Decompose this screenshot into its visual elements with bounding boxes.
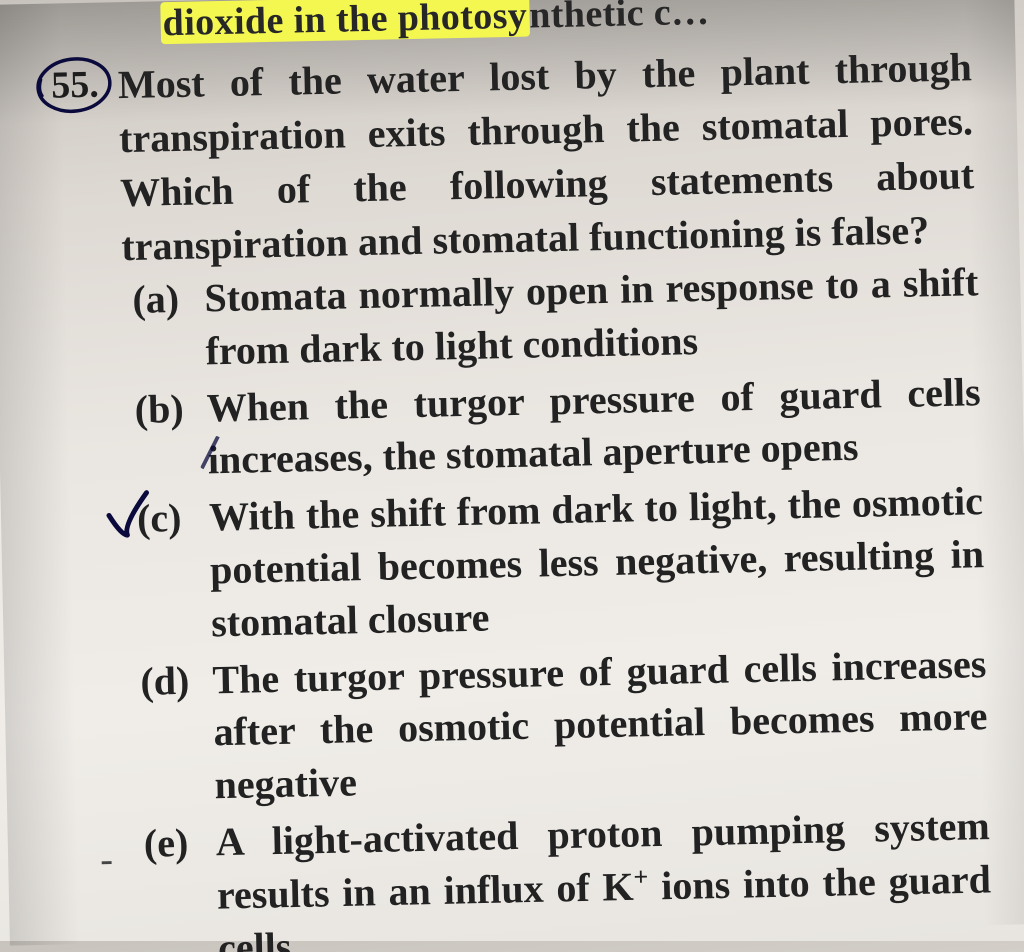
- option-e-label: (e): [143, 816, 210, 870]
- question-number-circle-icon: [33, 54, 116, 118]
- option-d: (d) The turgor pressure of guard cells i…: [140, 638, 989, 814]
- prev-line-trail: nthetic c…: [529, 0, 710, 37]
- option-c: (c) With the shift from dark to light, t…: [137, 475, 986, 651]
- page: dioxide in the photosynthetic c… 55. Mos…: [0, 0, 1024, 952]
- option-b-text-pre: When the turgor pressure of guard cells: [206, 369, 981, 430]
- question-block: 55. Most of the water lost by the plant …: [31, 40, 979, 276]
- option-b-struck-word: in: [207, 437, 241, 483]
- option-b-label: (b): [134, 382, 201, 436]
- option-a-text: Stomata normally open in response to a s…: [204, 259, 979, 373]
- option-c-label: (c): [137, 492, 204, 546]
- option-a: (a) Stomata normally open in response to…: [132, 256, 980, 379]
- highlighted-text: dioxide in the photosy: [160, 0, 529, 44]
- option-d-label: (d): [140, 654, 207, 708]
- option-e-leading-dash: -: [100, 834, 114, 884]
- option-b-text-post: creases, the stomatal aperture opens: [241, 424, 859, 482]
- option-d-text: The turgor pressure of guard cells incre…: [212, 641, 988, 808]
- prev-line-partial: dioxide in the photosynthetic c…: [160, 0, 975, 45]
- question-stem: Most of the water lost by the plant thro…: [117, 40, 979, 274]
- option-c-text: With the shift from dark to light, the o…: [209, 478, 985, 645]
- option-e: - (e) A light-activated proton pumping s…: [143, 800, 992, 952]
- option-a-label: (a): [132, 273, 199, 327]
- question-number: 55.: [31, 58, 118, 108]
- option-e-sup: +: [633, 862, 648, 891]
- option-b: (b) When the turgor pressure of guard ce…: [134, 366, 982, 489]
- options-list: (a) Stomata normally open in response to…: [132, 256, 993, 952]
